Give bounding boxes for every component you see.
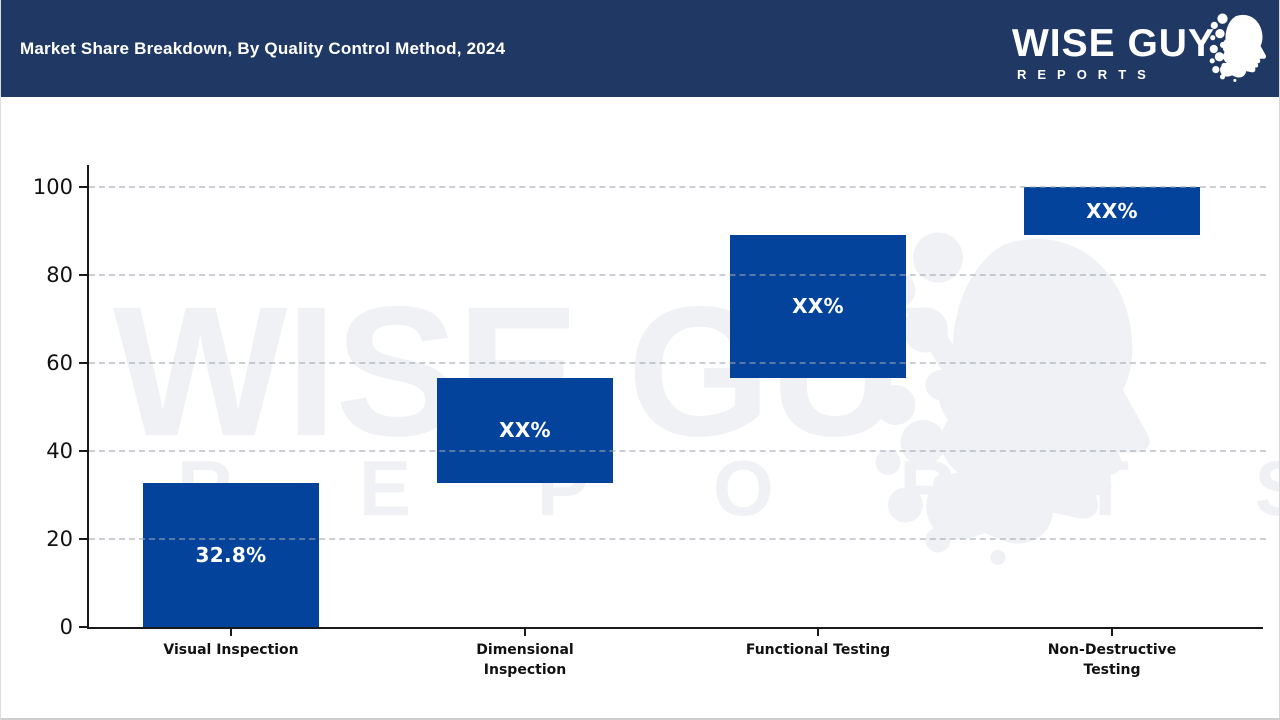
x-axis <box>87 627 1263 629</box>
y-tick-label: 80 <box>46 263 73 287</box>
gridline-y40 <box>89 450 1266 452</box>
y-tickmark <box>79 274 87 276</box>
gridline-y100 <box>89 186 1266 188</box>
x-tickmark <box>1111 629 1113 636</box>
gridline-y80 <box>89 274 1266 276</box>
header-bar: Market Share Breakdown, By Quality Contr… <box>1 0 1279 97</box>
bar-4: XX% <box>1024 187 1200 235</box>
y-tickmark <box>79 186 87 188</box>
page-title: Market Share Breakdown, By Quality Contr… <box>20 38 506 58</box>
gridline-y60 <box>89 362 1266 364</box>
bar-2: XX% <box>437 377 613 483</box>
bar-value-label: XX% <box>499 418 551 443</box>
bar-value-label: 32.8% <box>195 542 267 567</box>
head-profile-dots-icon <box>1209 13 1267 82</box>
y-tickmark <box>79 450 87 452</box>
y-tickmark <box>79 626 87 628</box>
y-tickmark <box>79 538 87 540</box>
brand-wordmark: WISE GUY <box>1011 22 1215 65</box>
brand-subtext: REPORTS <box>1016 67 1157 82</box>
plot-area: 0 20 40 60 80 100 32.8% Visual Inspection XX% Dim… <box>1 97 1279 718</box>
brand-logo: WISE GUY REPORTS <box>1012 4 1271 84</box>
y-tick-label: 40 <box>46 439 73 463</box>
bar-3: XX% <box>730 234 906 378</box>
x-tickmark <box>524 629 526 636</box>
y-axis <box>87 165 89 629</box>
bar-1: 32.8% <box>143 482 319 627</box>
y-tick-label: 100 <box>32 175 73 199</box>
brand-logo-text: WISE GUY REPORTS <box>1012 24 1215 82</box>
x-category-label: Functional Testing <box>745 642 891 658</box>
x-tickmark <box>817 629 819 636</box>
y-tick-label: 0 <box>59 615 73 639</box>
x-tickmark <box>230 629 232 636</box>
chart-area: WISE GUY R E P O R T S 0 20 40 60 80 100 32.8%… <box>1 97 1279 718</box>
x-category-label: Visual Inspection <box>163 642 299 658</box>
y-tick-label: 60 <box>46 351 73 375</box>
y-tickmark <box>79 362 87 364</box>
x-category-label: Dimensional Inspection <box>476 642 574 679</box>
bar-value-label: XX% <box>792 294 844 319</box>
y-tick-label: 20 <box>46 527 73 551</box>
gridline-y20 <box>89 538 1266 540</box>
bar-value-label: XX% <box>1086 198 1138 223</box>
x-category-label: Non-Destructive Testing <box>1047 642 1177 679</box>
